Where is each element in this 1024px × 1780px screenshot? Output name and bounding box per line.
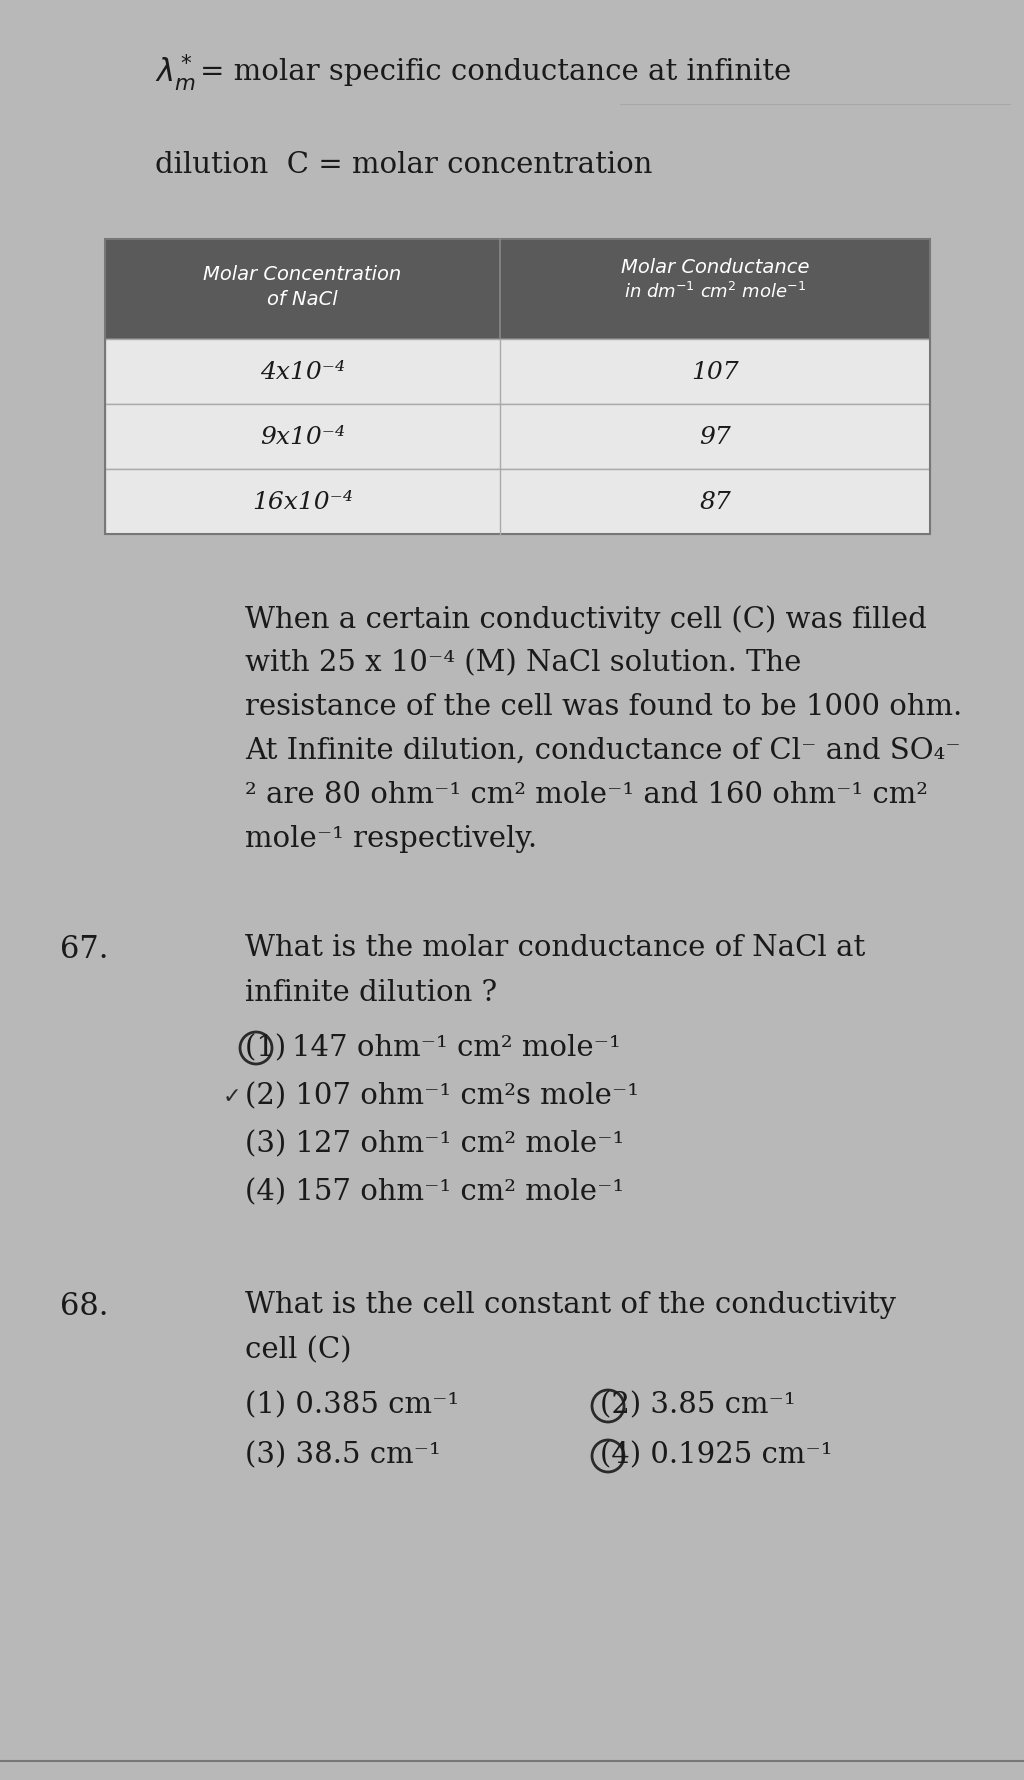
Text: 97: 97 <box>699 425 731 449</box>
Text: 87: 87 <box>699 491 731 514</box>
Text: in dm$^{-1}$ cm$^2$ mole$^{-1}$: in dm$^{-1}$ cm$^2$ mole$^{-1}$ <box>624 281 806 303</box>
Text: $\lambda_m^*$: $\lambda_m^*$ <box>155 52 196 93</box>
Text: When a certain conductivity cell (C) was filled: When a certain conductivity cell (C) was… <box>245 605 927 634</box>
Text: with 25 x 10⁻⁴ (M) NaCl solution. The: with 25 x 10⁻⁴ (M) NaCl solution. The <box>245 648 802 676</box>
Text: 4x10⁻⁴: 4x10⁻⁴ <box>260 361 345 384</box>
Text: At Infinite dilution, conductance of Cl⁻ and SO₄⁻: At Infinite dilution, conductance of Cl⁻… <box>245 737 961 765</box>
Text: (3) 127 ohm⁻¹ cm² mole⁻¹: (3) 127 ohm⁻¹ cm² mole⁻¹ <box>245 1129 625 1157</box>
Text: cell (C): cell (C) <box>245 1335 351 1363</box>
Bar <box>105 240 930 534</box>
Bar <box>105 240 930 340</box>
Text: (4) 0.1925 cm⁻¹: (4) 0.1925 cm⁻¹ <box>600 1440 833 1468</box>
Text: 9x10⁻⁴: 9x10⁻⁴ <box>260 425 345 449</box>
Text: infinite dilution ?: infinite dilution ? <box>245 979 497 1006</box>
Text: 16x10⁻⁴: 16x10⁻⁴ <box>252 491 353 514</box>
Text: ✓: ✓ <box>222 1086 242 1107</box>
Text: What is the cell constant of the conductivity: What is the cell constant of the conduct… <box>245 1290 896 1319</box>
Text: (3) 38.5 cm⁻¹: (3) 38.5 cm⁻¹ <box>245 1440 440 1468</box>
Text: Molar Conductance: Molar Conductance <box>621 258 809 278</box>
Text: (2) 3.85 cm⁻¹: (2) 3.85 cm⁻¹ <box>600 1390 796 1419</box>
Bar <box>105 404 930 470</box>
Text: dilution  C = molar concentration: dilution C = molar concentration <box>155 151 652 180</box>
Text: (1) 0.385 cm⁻¹: (1) 0.385 cm⁻¹ <box>245 1390 459 1419</box>
Text: 68.: 68. <box>60 1290 109 1321</box>
Bar <box>105 470 930 534</box>
Text: (2) 107 ohm⁻¹ cm²s mole⁻¹: (2) 107 ohm⁻¹ cm²s mole⁻¹ <box>245 1082 639 1109</box>
Text: of NaCl: of NaCl <box>267 290 338 308</box>
Bar <box>105 340 930 404</box>
Text: (4) 157 ohm⁻¹ cm² mole⁻¹: (4) 157 ohm⁻¹ cm² mole⁻¹ <box>245 1177 624 1205</box>
Text: mole⁻¹ respectively.: mole⁻¹ respectively. <box>245 824 538 853</box>
Text: = molar specific conductance at infinite: = molar specific conductance at infinite <box>200 59 792 85</box>
Text: 107: 107 <box>691 361 738 384</box>
Text: ² are 80 ohm⁻¹ cm² mole⁻¹ and 160 ohm⁻¹ cm²: ² are 80 ohm⁻¹ cm² mole⁻¹ and 160 ohm⁻¹ … <box>245 781 928 808</box>
Text: What is the molar conductance of NaCl at: What is the molar conductance of NaCl at <box>245 933 865 961</box>
Text: 67.: 67. <box>60 933 109 965</box>
Text: resistance of the cell was found to be 1000 ohm.: resistance of the cell was found to be 1… <box>245 692 963 721</box>
Text: Molar Concentration: Molar Concentration <box>204 265 401 283</box>
Text: (1) 147 ohm⁻¹ cm² mole⁻¹: (1) 147 ohm⁻¹ cm² mole⁻¹ <box>245 1034 621 1061</box>
